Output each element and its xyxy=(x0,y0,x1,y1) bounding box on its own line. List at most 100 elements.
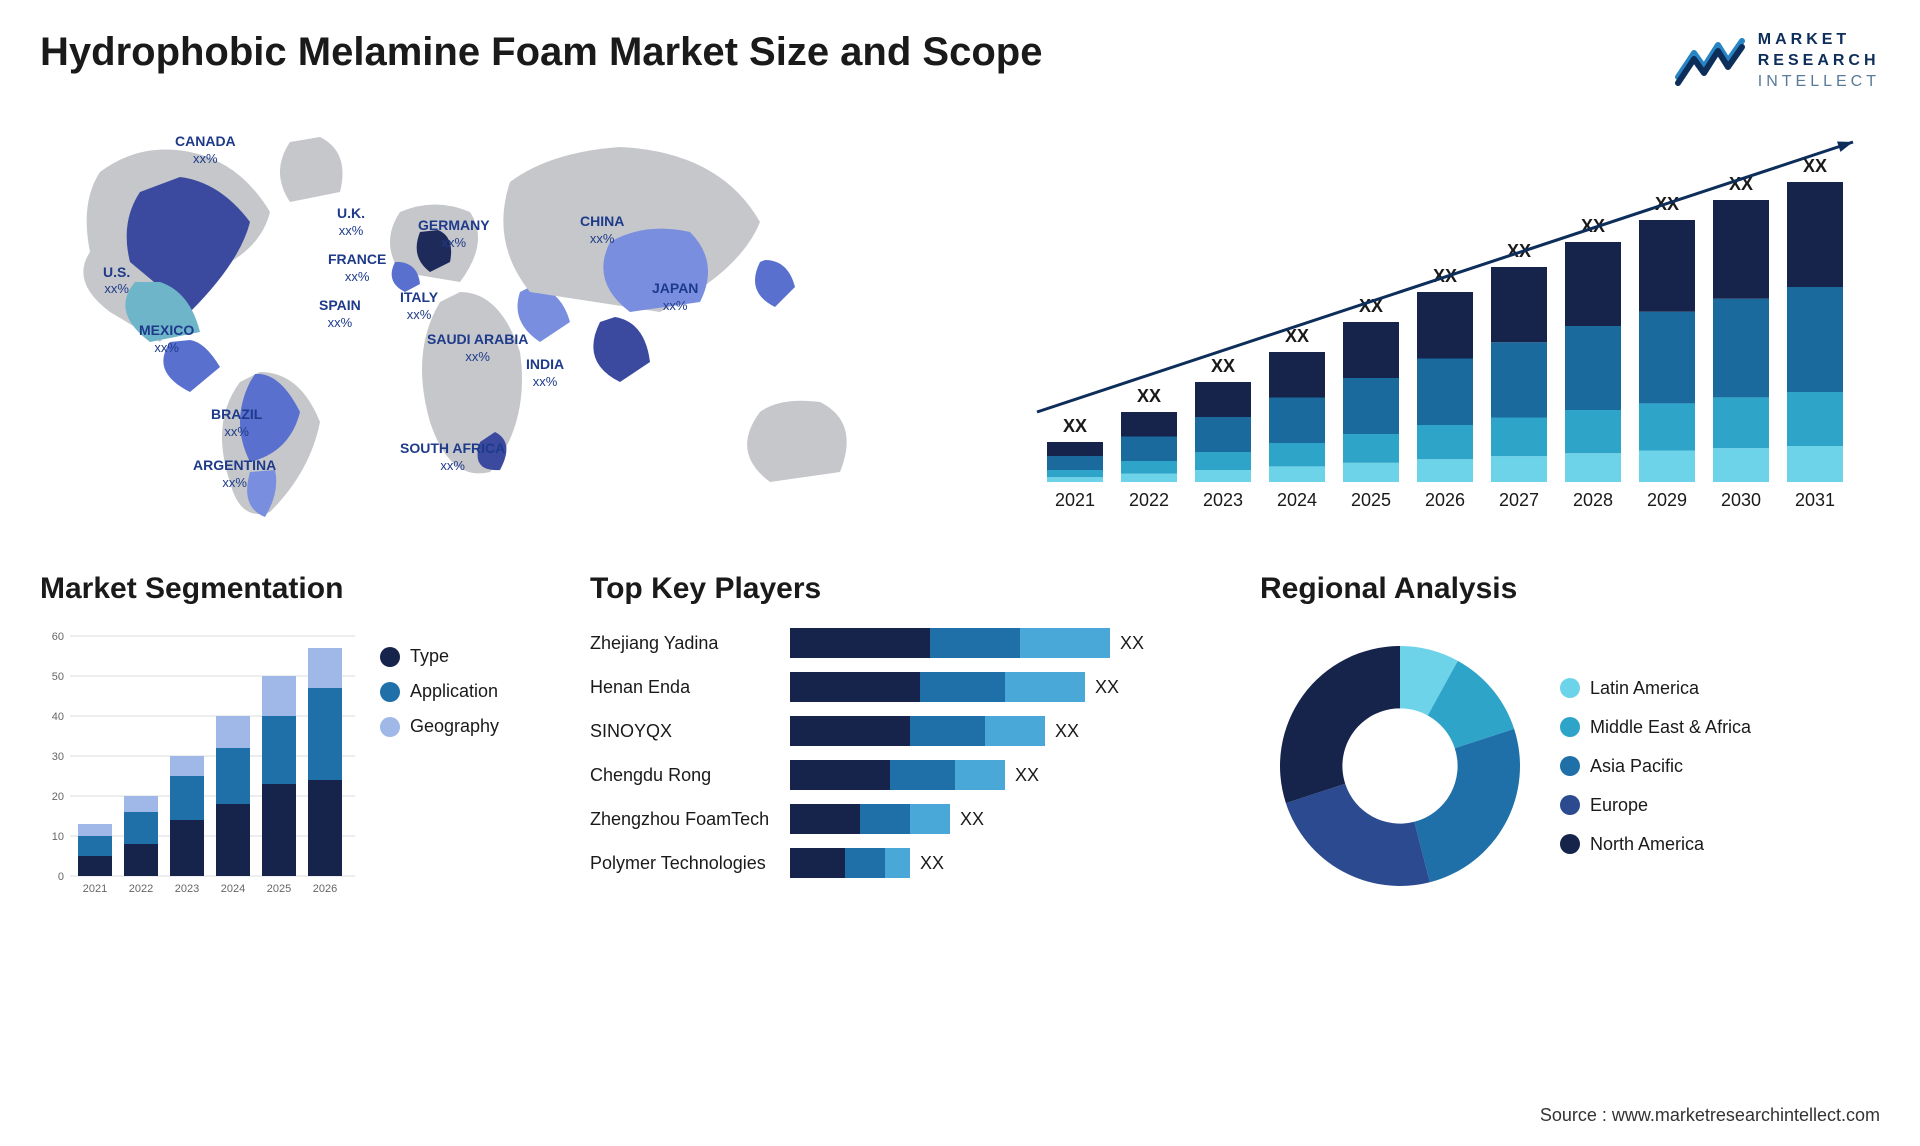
map-label-canada: CANADAxx% xyxy=(175,133,236,167)
svg-text:2030: 2030 xyxy=(1721,490,1761,510)
player-name: Zhengzhou FoamTech xyxy=(590,809,790,830)
player-row: Henan EndaXX xyxy=(590,670,1230,704)
seg-legend-item: Type xyxy=(380,646,499,667)
map-label-china: CHINAxx% xyxy=(580,213,624,247)
player-bar-segment xyxy=(920,672,1005,702)
player-name: Zhejiang Yadina xyxy=(590,633,790,654)
svg-text:2031: 2031 xyxy=(1795,490,1835,510)
map-label-france: FRANCExx% xyxy=(328,251,386,285)
player-bar xyxy=(790,848,910,878)
player-value: XX xyxy=(1120,633,1144,654)
players-list: Zhejiang YadinaXXHenan EndaXXSINOYQXXXCh… xyxy=(590,626,1230,880)
svg-text:2021: 2021 xyxy=(83,883,107,895)
svg-text:2022: 2022 xyxy=(129,883,153,895)
regional-legend-item: Europe xyxy=(1560,795,1751,816)
player-bar-segment xyxy=(860,804,910,834)
player-bar-segment xyxy=(1020,628,1110,658)
legend-swatch xyxy=(380,717,400,737)
player-value: XX xyxy=(1095,677,1119,698)
player-bar-segment xyxy=(790,804,860,834)
segmentation-title: Market Segmentation xyxy=(40,572,560,606)
player-bar-segment xyxy=(845,848,885,878)
logo-line1: MARKET xyxy=(1758,30,1880,51)
player-row: Chengdu RongXX xyxy=(590,758,1230,792)
legend-label: Middle East & Africa xyxy=(1590,717,1751,738)
player-bar-segment xyxy=(790,672,920,702)
svg-text:2024: 2024 xyxy=(1277,490,1317,510)
logo-line2: RESEARCH xyxy=(1758,51,1880,72)
player-bar xyxy=(790,672,1085,702)
map-label-spain: SPAINxx% xyxy=(319,297,361,331)
legend-swatch xyxy=(1560,717,1580,737)
player-value: XX xyxy=(1055,721,1079,742)
growth-bar-chart: XX2021XX2022XX2023XX2024XX2025XX2026XX20… xyxy=(980,112,1880,532)
regional-title: Regional Analysis xyxy=(1260,572,1880,606)
player-name: SINOYQX xyxy=(590,721,790,742)
svg-text:2029: 2029 xyxy=(1647,490,1687,510)
player-row: SINOYQX XX xyxy=(590,714,1230,748)
player-value: XX xyxy=(920,853,944,874)
player-row: Zhejiang Yadina XX xyxy=(590,626,1230,660)
map-label-japan: JAPANxx% xyxy=(652,280,698,314)
source-text: Source : www.marketresearchintellect.com xyxy=(1540,1105,1880,1126)
map-label-germany: GERMANYxx% xyxy=(418,217,490,251)
map-label-argentina: ARGENTINAxx% xyxy=(193,457,276,491)
svg-text:2023: 2023 xyxy=(1203,490,1243,510)
player-bar-wrap: XX xyxy=(790,760,1230,790)
seg-legend-item: Geography xyxy=(380,716,499,737)
logo-icon xyxy=(1674,33,1746,89)
logo: MARKET RESEARCH INTELLECT xyxy=(1674,30,1880,92)
svg-text:2028: 2028 xyxy=(1573,490,1613,510)
player-bar-segment xyxy=(955,760,1005,790)
regional-donut-chart xyxy=(1260,626,1540,906)
player-bar-wrap: XX xyxy=(790,804,1230,834)
player-bar-segment xyxy=(910,804,950,834)
player-bar-wrap: XX xyxy=(790,716,1230,746)
svg-text:2022: 2022 xyxy=(1129,490,1169,510)
legend-swatch xyxy=(380,647,400,667)
legend-label: Application xyxy=(410,681,498,702)
logo-line3: INTELLECT xyxy=(1758,72,1880,93)
svg-text:XX: XX xyxy=(1137,386,1161,406)
map-label-southafrica: SOUTH AFRICAxx% xyxy=(400,440,505,474)
player-bar xyxy=(790,716,1045,746)
map-label-us: U.S.xx% xyxy=(103,264,130,298)
svg-text:XX: XX xyxy=(1063,416,1087,436)
map-label-brazil: BRAZILxx% xyxy=(211,406,262,440)
svg-text:20: 20 xyxy=(52,791,64,803)
map-label-italy: ITALYxx% xyxy=(400,289,438,323)
map-label-saudiarabia: SAUDI ARABIAxx% xyxy=(427,331,528,365)
map-label-india: INDIAxx% xyxy=(526,356,564,390)
legend-label: Asia Pacific xyxy=(1590,756,1683,777)
player-bar-segment xyxy=(930,628,1020,658)
player-bar-segment xyxy=(790,628,930,658)
svg-text:2025: 2025 xyxy=(1351,490,1391,510)
player-bar-segment xyxy=(790,848,845,878)
svg-text:XX: XX xyxy=(1803,156,1827,176)
regional-legend-item: Middle East & Africa xyxy=(1560,717,1751,738)
svg-text:XX: XX xyxy=(1211,356,1235,376)
legend-swatch xyxy=(1560,756,1580,776)
svg-text:2026: 2026 xyxy=(1425,490,1465,510)
legend-label: Latin America xyxy=(1590,678,1699,699)
player-value: XX xyxy=(960,809,984,830)
player-bar-segment xyxy=(1005,672,1085,702)
legend-swatch xyxy=(380,682,400,702)
svg-text:2026: 2026 xyxy=(313,883,337,895)
regional-legend-item: Latin America xyxy=(1560,678,1751,699)
legend-swatch xyxy=(1560,834,1580,854)
segmentation-section: Market Segmentation 01020304050602021202… xyxy=(40,572,560,906)
regional-section: Regional Analysis Latin America Middle Ea… xyxy=(1260,572,1880,906)
legend-swatch xyxy=(1560,795,1580,815)
svg-text:60: 60 xyxy=(52,631,64,643)
player-bar-segment xyxy=(985,716,1045,746)
svg-text:2024: 2024 xyxy=(221,883,245,895)
players-section: Top Key Players Zhejiang YadinaXXHenan E… xyxy=(590,572,1230,906)
map-label-uk: U.K.xx% xyxy=(337,205,365,239)
svg-text:50: 50 xyxy=(52,671,64,683)
legend-label: Europe xyxy=(1590,795,1648,816)
player-name: Polymer Technologies xyxy=(590,853,790,874)
svg-text:2021: 2021 xyxy=(1055,490,1095,510)
player-name: Chengdu Rong xyxy=(590,765,790,786)
player-bar xyxy=(790,628,1110,658)
